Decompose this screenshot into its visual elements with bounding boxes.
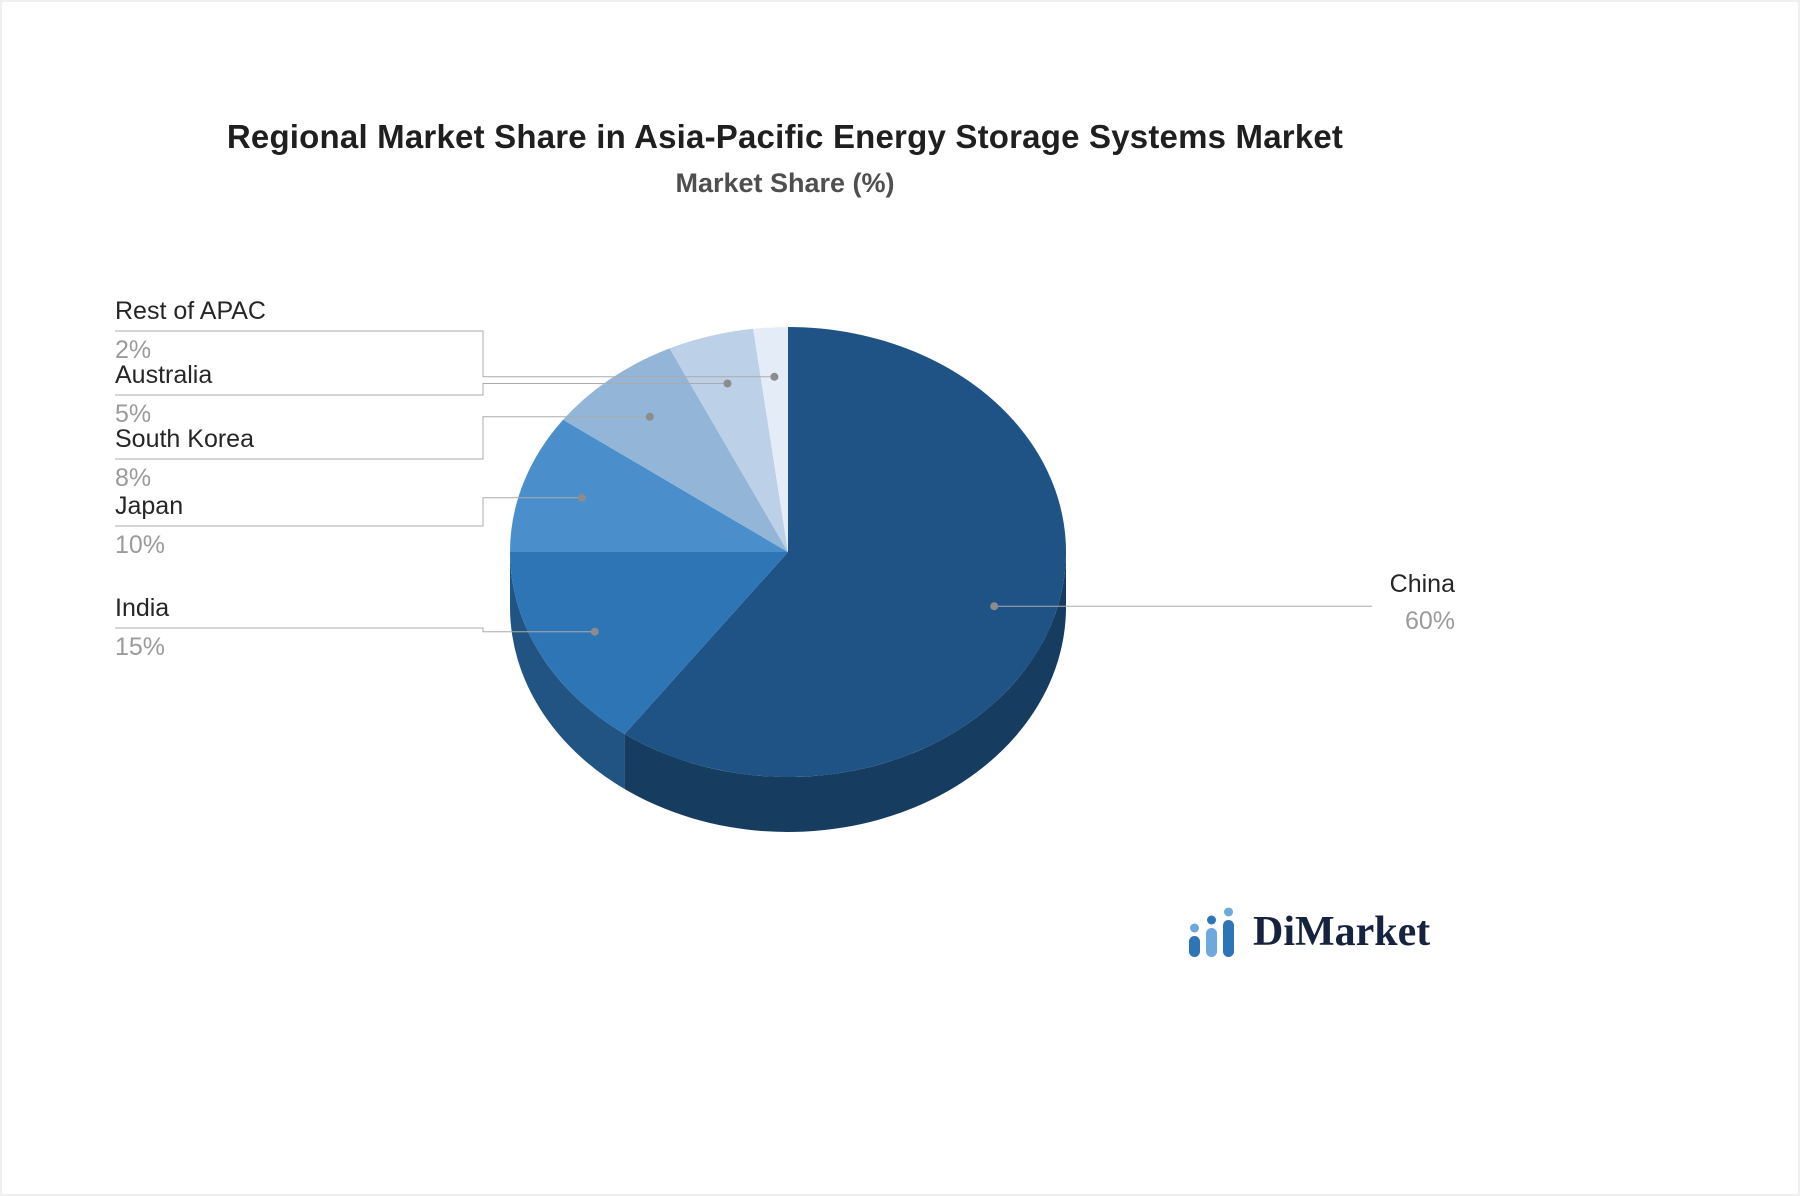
slice-label-rest-of-apac: Rest of APAC — [115, 297, 266, 325]
slice-label-china: China — [1389, 570, 1455, 598]
chart-subtitle: Market Share (%) — [675, 168, 895, 198]
callout-line-india — [115, 627, 595, 633]
slice-pct-japan: 10% — [115, 531, 166, 559]
callout-line-rest-of-apac — [115, 330, 775, 378]
callout-line-australia — [115, 383, 728, 396]
pie-slice-side-china — [624, 552, 1066, 832]
pie-slice-japan[interactable] — [510, 419, 788, 552]
callout-dot-japan — [577, 493, 586, 502]
slice-pct-south-korea: 8% — [115, 464, 152, 492]
pie-slice-india[interactable] — [510, 552, 788, 735]
slice-label-india: India — [115, 594, 170, 622]
callout-dot-china — [990, 602, 999, 611]
slice-label-south-korea: South Korea — [115, 425, 254, 453]
bar-chart-logo-icon — [1189, 907, 1234, 957]
callout-dot-rest-of-apac — [770, 372, 779, 381]
logo-wordmark: DiMarket — [1253, 909, 1431, 955]
slice-label-japan: Japan — [115, 492, 184, 520]
slice-pct-rest-of-apac: 2% — [115, 336, 152, 364]
chart-title: Regional Market Share in Asia-Pacific En… — [226, 118, 1344, 155]
slice-label-australia: Australia — [115, 361, 213, 389]
pie-slice-china[interactable] — [624, 327, 1067, 778]
pie-slice-side-india — [510, 552, 625, 790]
callout-dot-india — [590, 627, 599, 636]
pie-slice-australia[interactable] — [669, 328, 788, 552]
callout-line-japan — [115, 497, 582, 527]
slice-pct-india: 15% — [115, 633, 166, 661]
pie-slice-south-korea[interactable] — [563, 348, 788, 552]
slice-pct-australia: 5% — [115, 400, 152, 428]
callout-dot-south-korea — [645, 412, 654, 421]
slice-pct-china: 60% — [1404, 607, 1455, 635]
callout-line-south-korea — [115, 416, 650, 460]
dimarket-logo: DiMarket — [1185, 905, 1430, 959]
pie-slice-rest-of-apac[interactable] — [753, 327, 788, 552]
callout-dot-australia — [723, 379, 732, 388]
